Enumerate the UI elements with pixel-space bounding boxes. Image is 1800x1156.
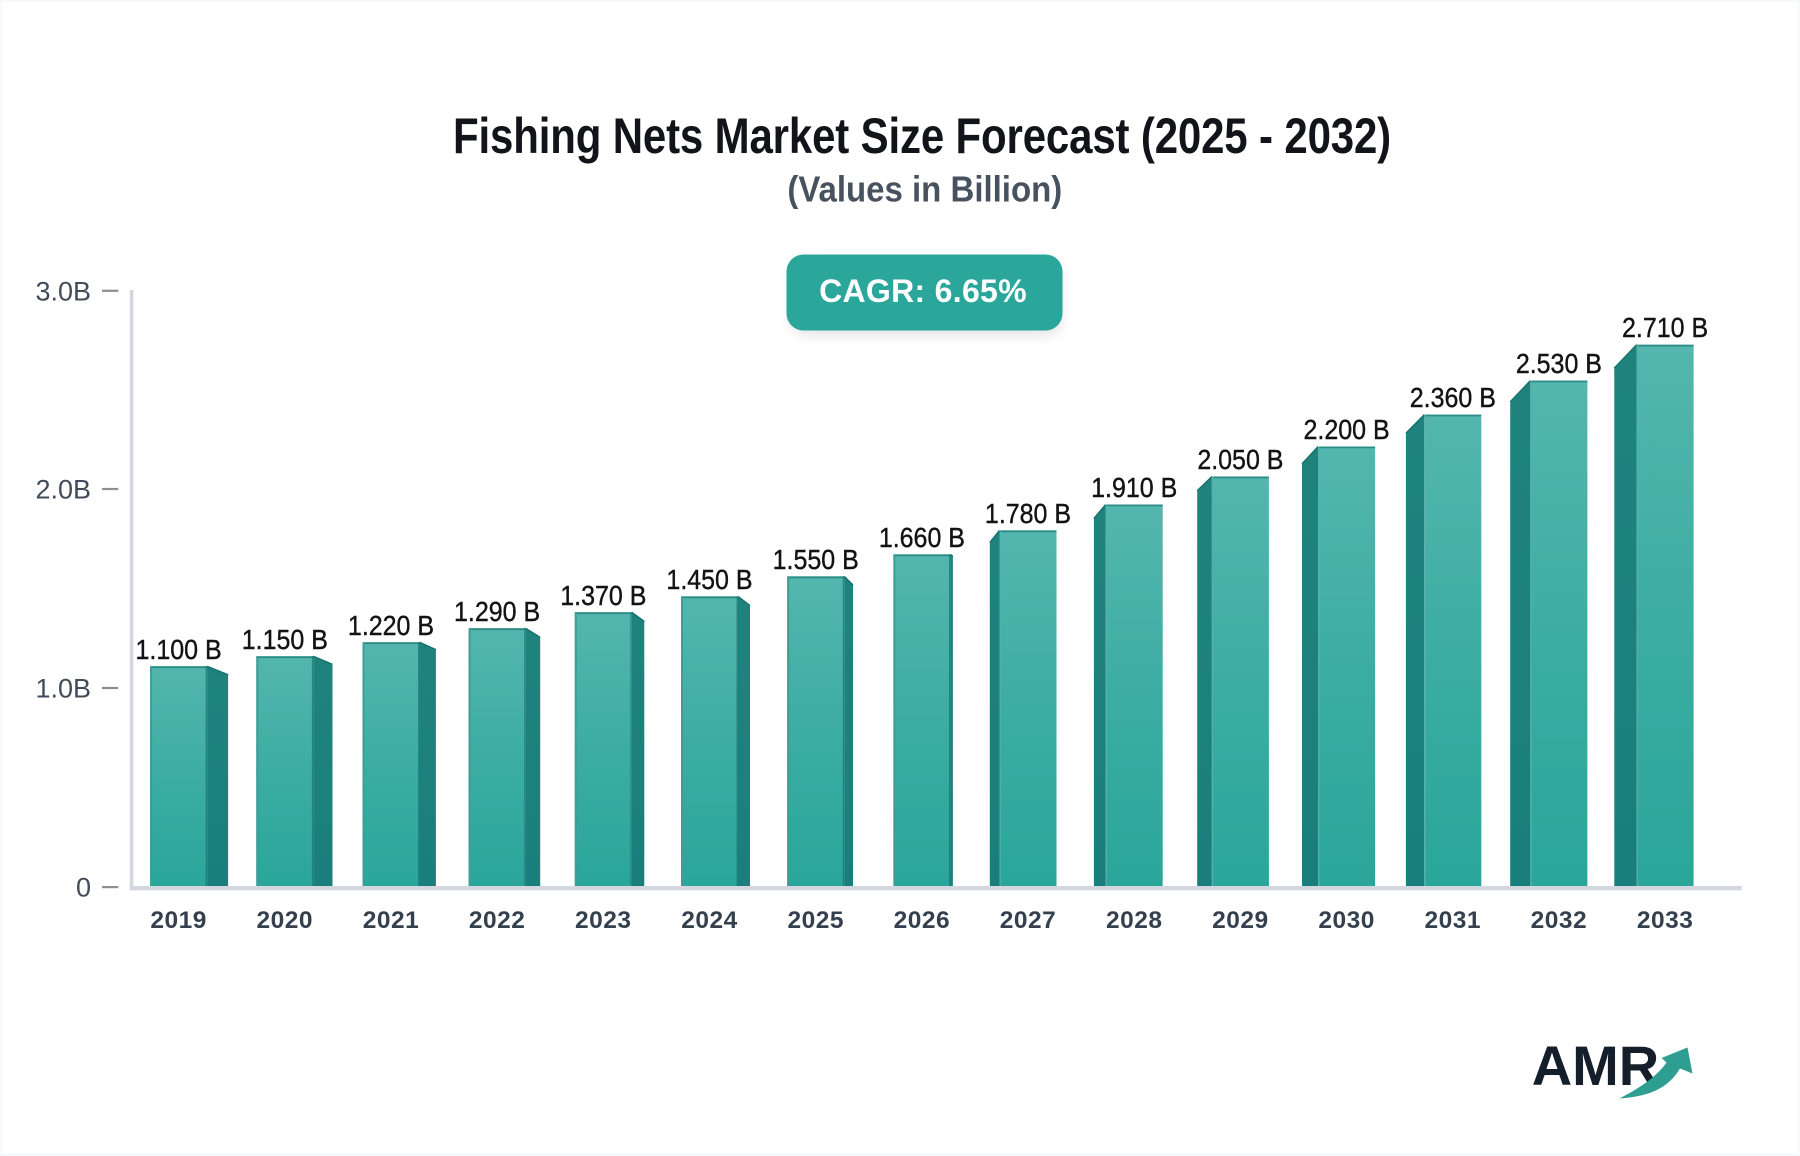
svg-text:1.780 B: 1.780 B xyxy=(985,498,1071,530)
svg-text:1.0B: 1.0B xyxy=(35,674,91,704)
svg-text:2.200 B: 2.200 B xyxy=(1304,414,1390,446)
svg-text:2032: 2032 xyxy=(1531,907,1588,934)
svg-text:(Values in Billion): (Values in Billion) xyxy=(787,170,1062,210)
svg-text:1.150 B: 1.150 B xyxy=(242,623,328,655)
svg-text:2020: 2020 xyxy=(257,907,314,934)
svg-text:1.550 B: 1.550 B xyxy=(773,544,859,576)
svg-text:2030: 2030 xyxy=(1318,907,1375,934)
svg-text:1.910 B: 1.910 B xyxy=(1091,472,1177,504)
svg-text:Fishing Nets Market Size Forec: Fishing Nets Market Size Forecast (2025 … xyxy=(453,107,1391,163)
svg-text:3.0B: 3.0B xyxy=(35,276,91,306)
svg-text:1.450 B: 1.450 B xyxy=(666,564,752,596)
svg-text:2.360 B: 2.360 B xyxy=(1410,382,1496,414)
svg-text:1.370 B: 1.370 B xyxy=(560,579,646,611)
svg-text:1.660 B: 1.660 B xyxy=(879,522,965,554)
svg-text:2025: 2025 xyxy=(787,907,844,934)
svg-text:2026: 2026 xyxy=(894,907,951,934)
svg-text:2.530 B: 2.530 B xyxy=(1516,348,1602,380)
svg-text:1.290 B: 1.290 B xyxy=(454,595,540,627)
svg-text:2028: 2028 xyxy=(1106,907,1163,934)
svg-text:2021: 2021 xyxy=(363,907,420,934)
svg-text:1.100 B: 1.100 B xyxy=(136,633,222,665)
svg-text:2031: 2031 xyxy=(1425,907,1482,934)
svg-text:CAGR: 6.65%: CAGR: 6.65% xyxy=(819,273,1027,309)
svg-text:2022: 2022 xyxy=(469,907,526,934)
svg-text:2027: 2027 xyxy=(1000,907,1057,934)
svg-text:2.050 B: 2.050 B xyxy=(1197,444,1283,476)
svg-text:0: 0 xyxy=(76,873,91,903)
svg-text:2023: 2023 xyxy=(575,907,632,934)
svg-text:2019: 2019 xyxy=(150,907,207,934)
svg-text:2024: 2024 xyxy=(681,907,738,934)
svg-text:2.710 B: 2.710 B xyxy=(1622,312,1708,344)
svg-text:2029: 2029 xyxy=(1212,907,1269,934)
svg-text:2.0B: 2.0B xyxy=(35,475,91,505)
svg-text:1.220 B: 1.220 B xyxy=(348,609,434,641)
svg-text:AMR: AMR xyxy=(1532,1034,1660,1097)
svg-text:2033: 2033 xyxy=(1637,907,1694,934)
